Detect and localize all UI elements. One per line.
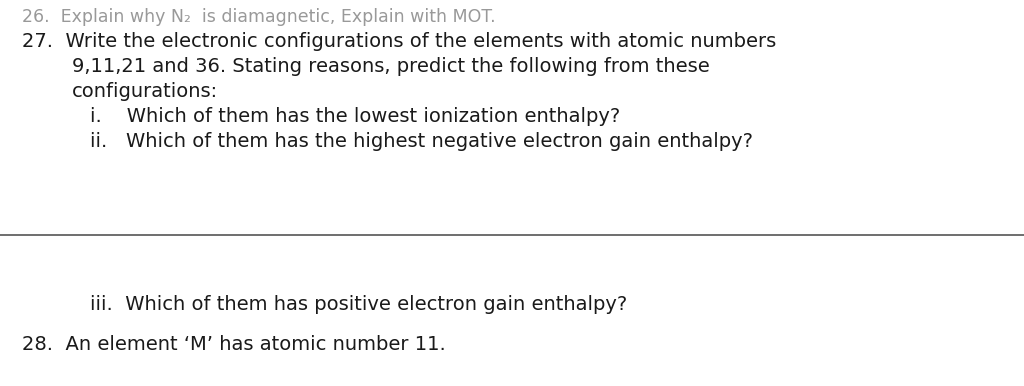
Text: 27.  Write the electronic configurations of the elements with atomic numbers: 27. Write the electronic configurations … — [22, 32, 776, 51]
Text: iii.  Which of them has positive electron gain enthalpy?: iii. Which of them has positive electron… — [90, 295, 628, 314]
Text: i.    Which of them has the lowest ionization enthalpy?: i. Which of them has the lowest ionizati… — [90, 107, 621, 126]
Text: ii.   Which of them has the highest negative electron gain enthalpy?: ii. Which of them has the highest negati… — [90, 132, 753, 151]
Text: 28.  An element ‘M’ has atomic number 11.: 28. An element ‘M’ has atomic number 11. — [22, 335, 445, 354]
Text: 26.  Explain why N₂  is diamagnetic, Explain with MOT.: 26. Explain why N₂ is diamagnetic, Expla… — [22, 8, 496, 26]
Text: 9,11,21 and 36. Stating reasons, predict the following from these: 9,11,21 and 36. Stating reasons, predict… — [72, 57, 710, 76]
Text: configurations:: configurations: — [72, 82, 218, 101]
